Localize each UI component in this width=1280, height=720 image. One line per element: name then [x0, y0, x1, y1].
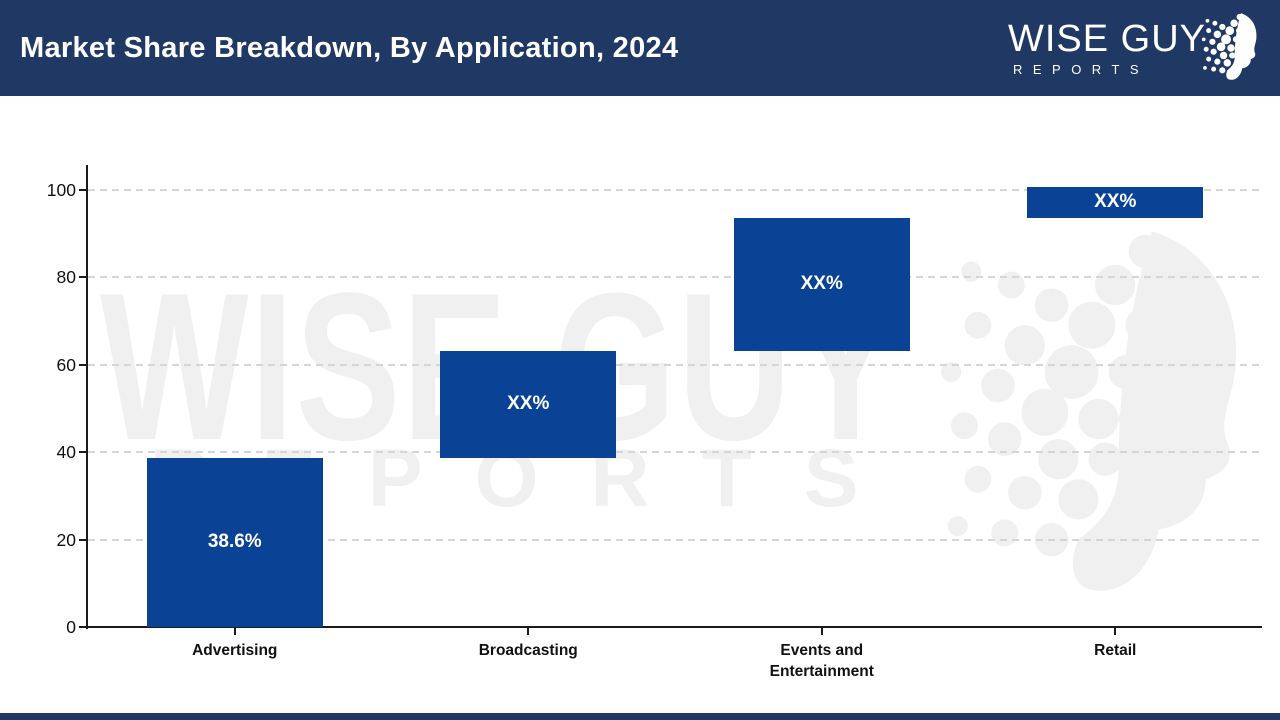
y-tick-mark — [79, 538, 86, 541]
bar-retail — [1027, 187, 1204, 218]
bar-advertising — [146, 458, 323, 627]
bar-value-label-events-and-entertainment: XX% — [800, 272, 843, 294]
y-axis-line — [86, 165, 88, 629]
gridline-60 — [88, 363, 1262, 366]
x-category-label-advertising: Advertising — [192, 642, 278, 659]
y-tick-mark — [79, 363, 86, 366]
x-category-label-retail: Retail — [1094, 642, 1137, 659]
brand-logo: WISE GUY REPORTS — [1008, 10, 1262, 86]
x-axis-line — [86, 626, 1262, 628]
x-tick-mark — [527, 627, 530, 635]
x-category-label-events-and-entertainment: Events and Entertainment — [769, 642, 874, 680]
y-tick-label: 100 — [46, 179, 76, 200]
bar-events-and-entertainment — [733, 217, 910, 352]
y-tick-mark — [79, 276, 86, 278]
bar-value-label-broadcasting: XX% — [507, 392, 550, 414]
bar-value-label-retail: XX% — [1094, 190, 1137, 212]
brand-logo-text: WISE GUY REPORTS — [1008, 20, 1206, 77]
logo-wordmark: WISE GUY — [1007, 17, 1206, 60]
y-tick-label: 80 — [56, 267, 76, 287]
gridline-80 — [88, 276, 1262, 278]
logo-subtitle: REPORTS — [1012, 61, 1150, 77]
y-tick-label: 40 — [56, 442, 76, 462]
y-tick-mark — [79, 451, 86, 453]
y-tick-label: 0 — [66, 617, 76, 637]
y-tick-mark — [79, 188, 86, 191]
gridline-20 — [88, 538, 1262, 541]
x-tick-mark — [233, 627, 236, 635]
y-tick-label: 20 — [56, 529, 76, 550]
x-category-label-broadcasting: Broadcasting — [478, 642, 578, 659]
bar-value-label-advertising: 38.6% — [207, 530, 262, 552]
gridline-40 — [88, 451, 1262, 453]
bar-broadcasting — [440, 351, 617, 459]
y-tick-label: 60 — [56, 354, 76, 375]
x-tick-mark — [1114, 627, 1117, 635]
wiseguy-head-icon — [1201, 13, 1257, 80]
y-tick-mark — [79, 626, 86, 628]
gridline-100 — [88, 188, 1262, 191]
page-title: Market Share Breakdown, By Application, … — [20, 31, 679, 64]
x-tick-mark — [820, 627, 823, 635]
footer-bar — [0, 713, 1280, 720]
header-bar: Market Share Breakdown, By Application, … — [0, 0, 1280, 96]
watermark-head-icon — [941, 231, 1237, 591]
